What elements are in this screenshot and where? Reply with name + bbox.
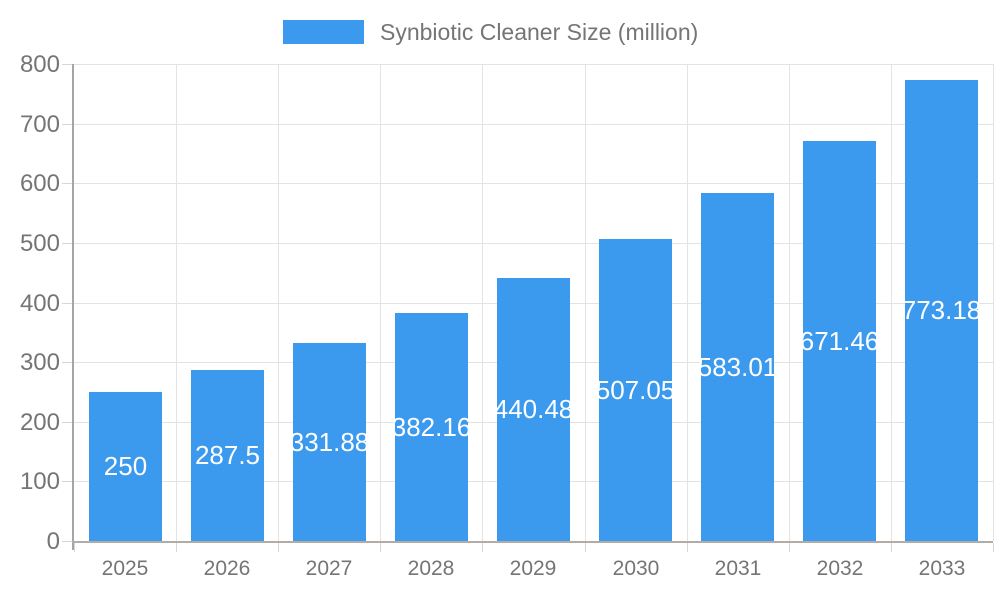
gridline-v [380, 64, 381, 541]
x-axis-label: 2026 [203, 557, 251, 580]
bar-value-label: 250 [103, 451, 148, 481]
y-axis-label: 100 [19, 468, 60, 496]
x-axis-label: 2032 [816, 557, 864, 580]
x-axis-label: 2031 [714, 557, 762, 580]
legend-swatch-icon [283, 20, 364, 44]
y-axis-line [72, 64, 74, 550]
bar-2027: 331.88 [290, 343, 369, 541]
y-tick-mark [62, 64, 74, 65]
legend[interactable]: Synbiotic Cleaner Size (million) [283, 18, 699, 45]
x-tick-mark [176, 543, 177, 552]
bar-2032: 671.46 [800, 141, 879, 541]
y-axis-label: 600 [19, 170, 60, 198]
x-axis-label: 2025 [101, 557, 149, 580]
y-tick-mark [62, 243, 74, 244]
bar-2026: 287.5 [191, 370, 264, 541]
bar-2025: 250 [89, 392, 162, 541]
x-axis-line [72, 541, 993, 543]
x-tick-mark [278, 543, 279, 552]
bar-value-label: 507.05 [595, 374, 676, 405]
bar-value-label: 440.48 [493, 394, 574, 424]
y-axis-label: 800 [19, 51, 60, 78]
gridline-h [74, 64, 993, 65]
x-axis-label: 2033 [918, 557, 966, 580]
y-tick-mark [62, 481, 74, 482]
x-tick-mark [687, 543, 688, 552]
x-tick-mark [993, 543, 994, 552]
y-axis-label: 400 [19, 289, 60, 317]
gridline-h [74, 243, 993, 244]
gridline-v [891, 64, 892, 541]
bar-value-label: 773.18 [901, 295, 982, 325]
legend-label: Synbiotic Cleaner Size (million) [380, 18, 699, 45]
y-tick-mark [62, 422, 74, 423]
gridline-v [993, 64, 994, 541]
y-axis-label: 300 [19, 349, 60, 377]
gridline-v [585, 64, 586, 541]
bar-value-label: 671.46 [799, 325, 880, 356]
x-axis-label: 2027 [305, 557, 353, 580]
bar-2029: 440.48 [494, 278, 573, 541]
x-tick-mark [482, 543, 483, 552]
bar-value-label: 331.88 [289, 426, 370, 457]
y-tick-mark [62, 124, 74, 125]
x-tick-mark [789, 543, 790, 552]
y-tick-mark [62, 183, 74, 184]
y-axis-label: 500 [19, 229, 60, 257]
bar-value-label: 583.01 [697, 351, 778, 382]
gridline-v [176, 64, 177, 541]
x-axis-label: 2028 [407, 557, 455, 580]
y-axis-label: 200 [19, 408, 60, 436]
y-tick-mark [62, 541, 74, 542]
x-tick-mark [891, 543, 892, 552]
gridline-h [74, 183, 993, 184]
x-tick-mark [74, 543, 75, 552]
x-tick-mark [585, 543, 586, 552]
gridline-v [482, 64, 483, 541]
bar-2033: 773.18 [902, 80, 981, 541]
y-tick-mark [62, 362, 74, 363]
y-axis-label: 0 [46, 528, 60, 555]
y-axis-label: 700 [19, 110, 60, 138]
gridline-v [278, 64, 279, 541]
bar-value-label: 287.5 [194, 440, 261, 470]
x-axis-label: 2030 [612, 557, 660, 580]
bar-2030: 507.05 [596, 239, 675, 541]
gridline-h [74, 124, 993, 125]
bar-2028: 382.16 [392, 313, 471, 541]
gridline-v [687, 64, 688, 541]
x-axis-label: 2029 [509, 557, 557, 580]
bar-2031: 583.01 [698, 193, 777, 541]
x-tick-mark [380, 543, 381, 552]
bar-value-label: 382.16 [391, 411, 472, 442]
y-tick-mark [62, 303, 74, 304]
gridline-v [789, 64, 790, 541]
